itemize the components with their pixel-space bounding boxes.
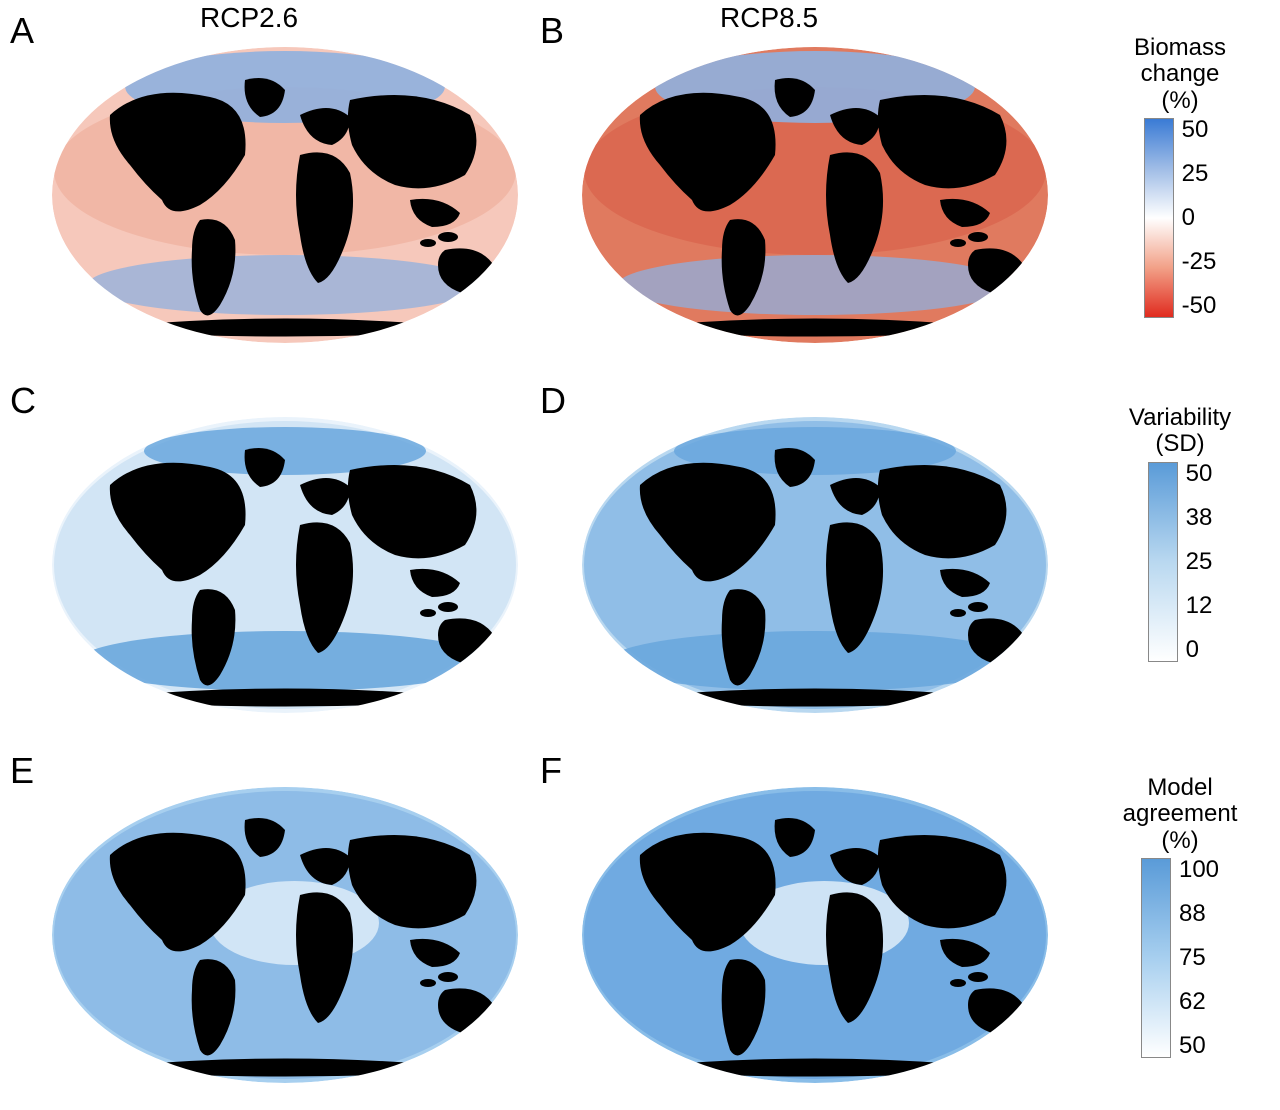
legend-ticks: 50 25 0 -25 -50 xyxy=(1174,118,1217,318)
legend-variability: Variability (SD) 50 38 25 12 0 xyxy=(1090,405,1270,705)
legend-title: Variability (SD) xyxy=(1129,405,1231,458)
panel-label-d: D xyxy=(540,380,566,422)
panel-label-f: F xyxy=(540,750,562,792)
panel-label-b: B xyxy=(540,10,564,52)
map-d xyxy=(580,415,1050,715)
panel-label-c: C xyxy=(10,380,36,422)
legend-bar xyxy=(1148,462,1178,662)
map-f xyxy=(580,785,1050,1085)
row-agreement: E F xyxy=(0,750,1280,1110)
map-b xyxy=(580,45,1050,345)
legend-title: Model agreement (%) xyxy=(1123,775,1238,854)
row-biomass: A B xyxy=(0,10,1280,370)
legend-bar xyxy=(1141,858,1171,1058)
legend-ticks: 100 88 75 62 50 xyxy=(1171,858,1219,1058)
legend-bar xyxy=(1144,118,1174,318)
legend-agreement: Model agreement (%) 100 88 75 62 50 xyxy=(1090,775,1270,1075)
map-c xyxy=(50,415,520,715)
legend-title: Biomass change (%) xyxy=(1134,35,1226,114)
panel-label-a: A xyxy=(10,10,34,52)
panel-label-e: E xyxy=(10,750,34,792)
figure-grid: RCP2.6 RCP8.5 A B xyxy=(0,0,1280,1107)
map-e xyxy=(50,785,520,1085)
map-a xyxy=(50,45,520,345)
row-variability: C D xyxy=(0,380,1280,740)
legend-ticks: 50 38 25 12 0 xyxy=(1178,462,1213,662)
legend-biomass: Biomass change (%) 50 25 0 -25 -50 xyxy=(1090,35,1270,335)
